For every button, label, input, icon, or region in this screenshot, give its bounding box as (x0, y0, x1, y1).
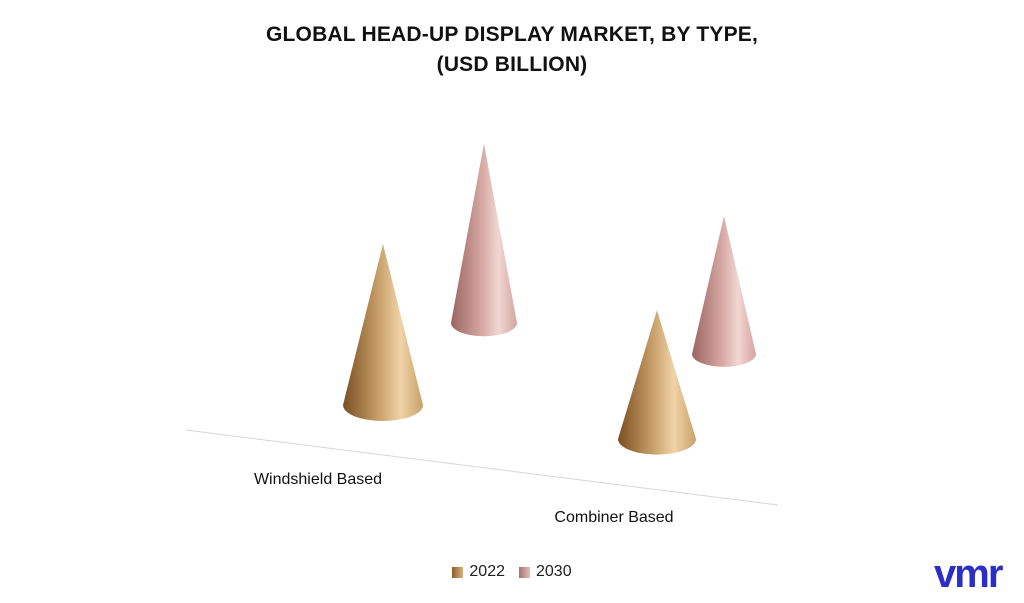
legend-item-2022: 2022 (452, 563, 505, 581)
legend-swatch-2030 (519, 566, 530, 578)
cone-combiner-based-2022 (618, 310, 696, 455)
chart-title-line-1: GLOBAL HEAD-UP DISPLAY MARKET, BY TYPE, (265, 23, 759, 46)
legend-swatch-2022 (452, 566, 464, 578)
chart-title: GLOBAL HEAD-UP DISPLAY MARKET, BY TYPE, … (0, 20, 1024, 80)
vmr-logo-text: vmr (934, 555, 1003, 595)
legend-label-2022: 2022 (469, 563, 505, 580)
cone-windshield-based-2022 (343, 244, 423, 421)
cone-windshield-based-2030 (451, 143, 517, 337)
cone-combiner-based-2030 (692, 216, 756, 367)
chart-floor-line (185, 429, 779, 506)
legend-item-2030: 2030 (519, 563, 572, 581)
chart-legend: 2022 2030 (0, 563, 1024, 581)
category-label-windshield-based: Windshield Based (254, 471, 382, 488)
chart-title-line-2: (USD BILLION) (436, 53, 588, 76)
category-label-combiner-based: Combiner Based (554, 509, 673, 526)
legend-label-2030: 2030 (536, 563, 572, 580)
vmr-logo: vmr (934, 555, 1005, 595)
